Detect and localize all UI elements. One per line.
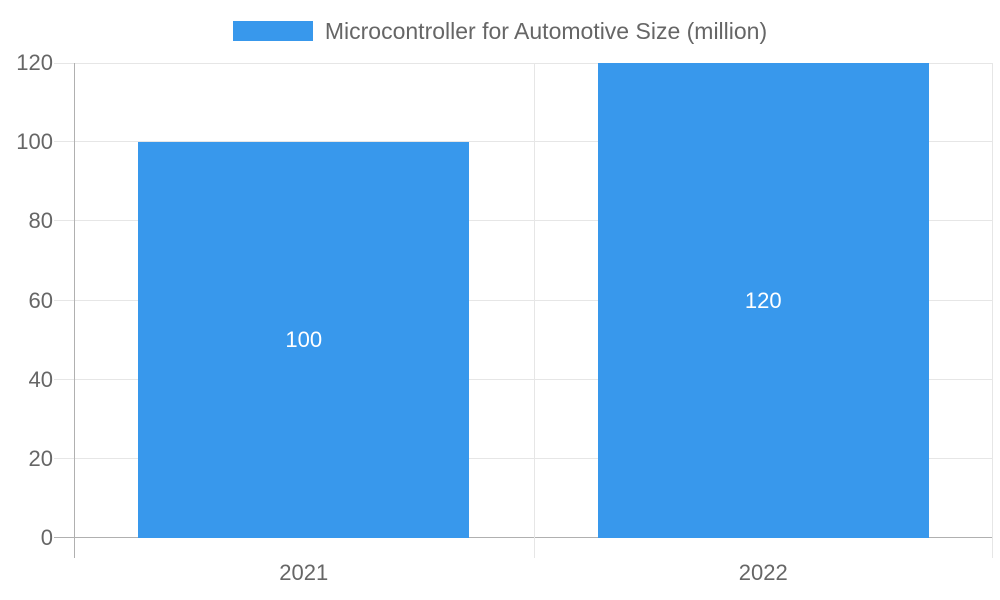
bar-2021[interactable]: 100 [138,142,470,538]
x-axis-baseline [54,537,993,538]
y-tick-label: 100 [16,129,53,155]
bar-value-label: 120 [744,287,782,313]
x-tick-label: 2022 [738,560,788,585]
y-tick-label: 80 [28,208,53,234]
vertical-gridline [533,63,535,558]
y-axis: 0 20 40 60 80 100 120 [0,50,53,550]
vertical-gridline [992,63,993,558]
y-tick-label: 0 [40,525,53,550]
horizontal-gridline [54,63,993,64]
y-tick-label: 60 [28,287,53,313]
bar-2022[interactable]: 120 [597,63,929,538]
legend-label: Microcontroller for Automotive Size (mil… [324,17,768,44]
horizontal-gridline [54,378,993,380]
horizontal-gridline [54,220,993,222]
horizontal-gridline [54,299,993,301]
y-tick-label: 40 [28,366,53,392]
y-axis-line [74,63,75,558]
x-tick-label: 2021 [279,560,329,585]
y-tick-label: 20 [28,445,53,471]
plot-area: 100 120 [54,63,993,558]
legend-swatch-icon [232,21,313,41]
y-tick-label: 120 [16,50,53,75]
horizontal-gridline [54,141,993,143]
bar-value-label: 100 [285,327,323,353]
x-axis: 2021 2022 [74,560,993,588]
horizontal-gridline [54,457,993,459]
chart-legend[interactable]: Microcontroller for Automotive Size (mil… [0,17,1000,45]
